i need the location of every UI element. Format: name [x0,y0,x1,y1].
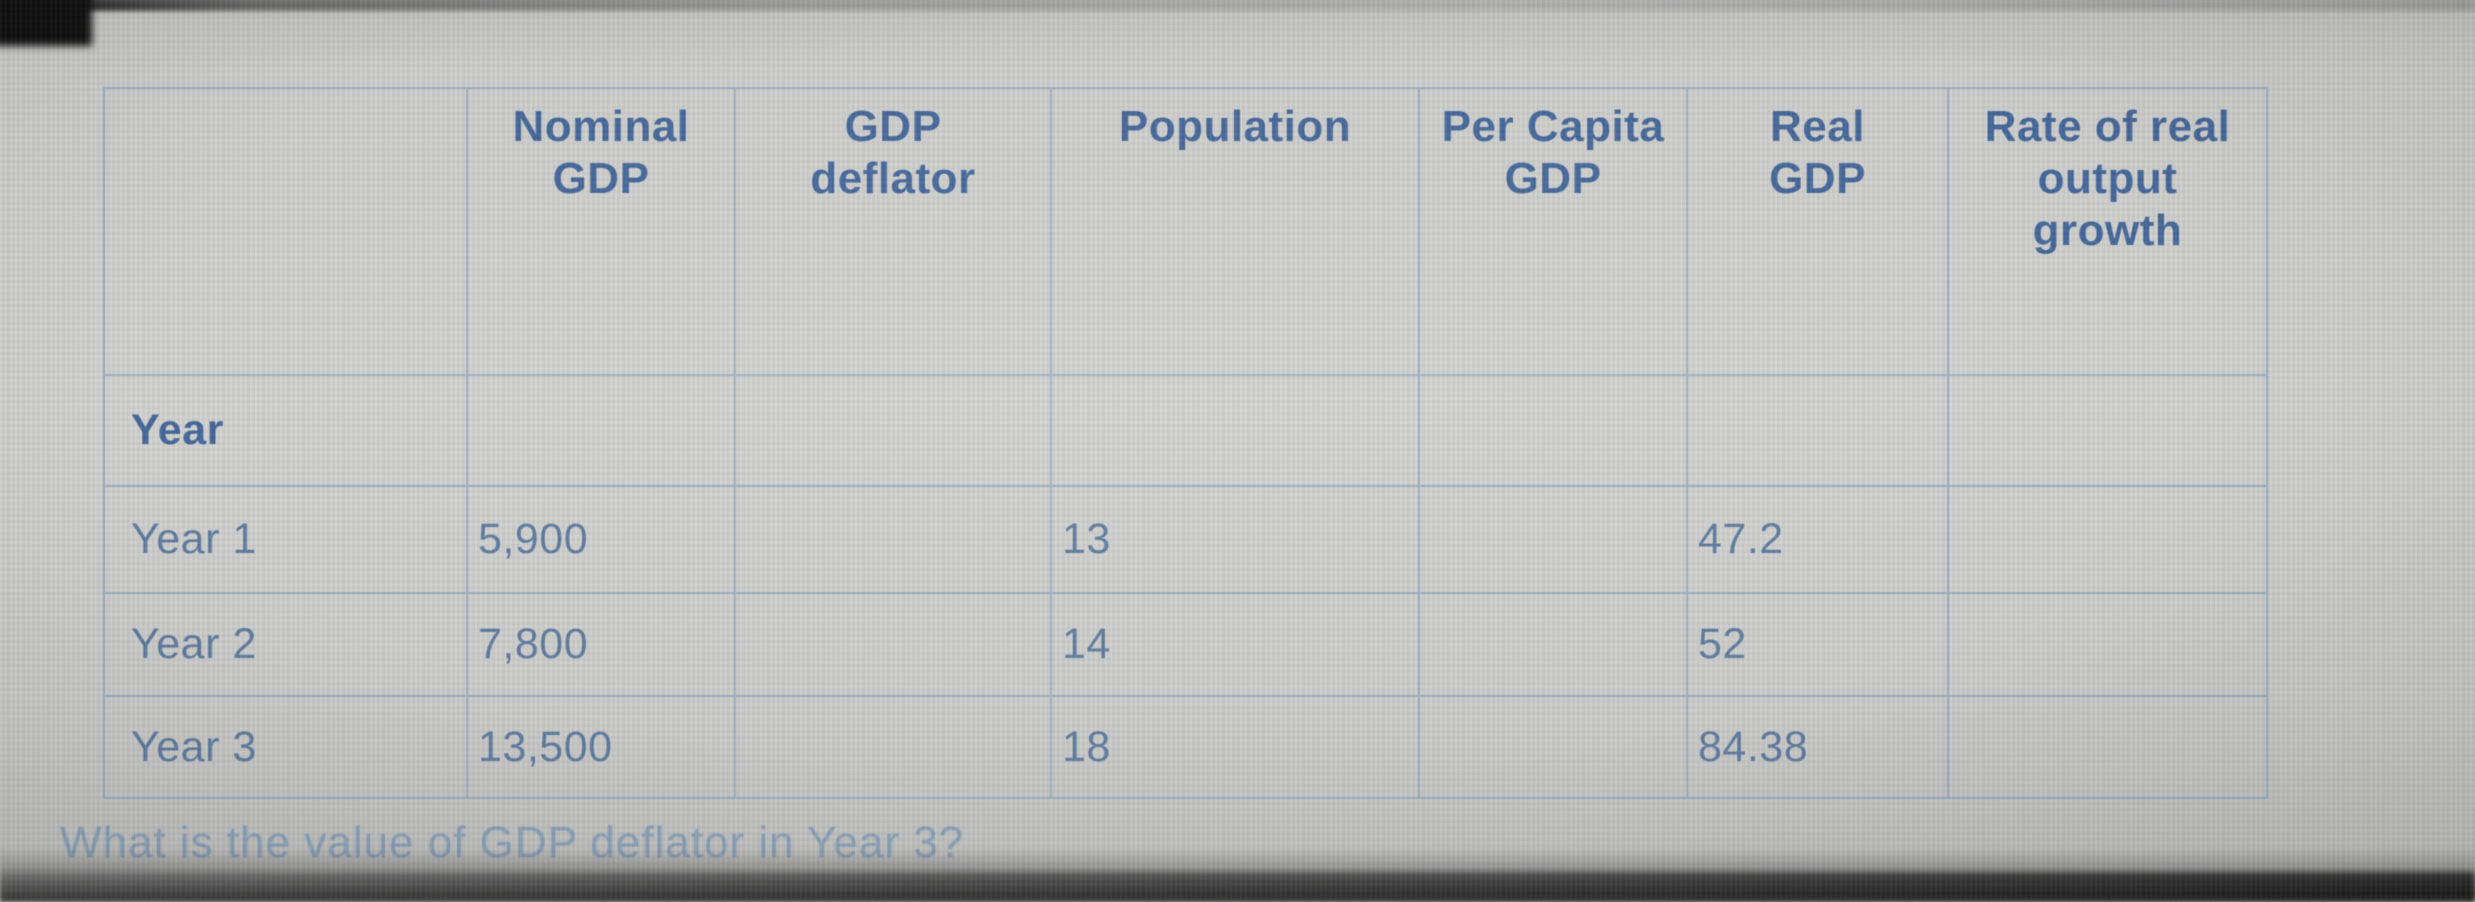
row-label-year-2: Year 2 [103,592,468,697]
table-row-year: Year [103,374,2268,487]
column-header-real-gdp: Real GDP [1686,87,1949,376]
cell-year-gdp-deflator [734,374,1052,487]
row-label-year: Year [103,374,468,487]
column-header-empty [103,87,468,376]
cell-year1-rate-of-growth [1947,485,2268,594]
cell-year1-nominal-gdp: 5,900 [466,485,736,594]
gdp-table: Nominal GDP GDP deflator Population Per … [103,87,2268,799]
column-header-rate-of-real-output-growth: Rate of real output growth [1947,87,2268,376]
cell-year3-per-capita-gdp [1418,695,1688,799]
cell-year-per-capita-gdp [1418,374,1688,487]
cell-year-rate-of-growth [1947,374,2268,487]
column-header-population: Population [1050,87,1420,376]
cell-year2-gdp-deflator [734,592,1052,697]
cell-year1-population: 13 [1050,485,1420,594]
cell-year3-rate-of-growth [1947,695,2268,799]
cell-year-real-gdp [1686,374,1949,487]
cell-year2-per-capita-gdp [1418,592,1688,697]
row-label-year-3: Year 3 [103,695,468,799]
cell-year3-nominal-gdp: 13,500 [466,695,736,799]
column-header-per-capita-gdp: Per Capita GDP [1418,87,1688,376]
table-row-year-3: Year 3 13,500 18 84.38 [103,695,2268,799]
cell-year2-population: 14 [1050,592,1420,697]
cell-year2-rate-of-growth [1947,592,2268,697]
row-label-year-1: Year 1 [103,485,468,594]
table-row-year-2: Year 2 7,800 14 52 [103,592,2268,697]
table-row-year-1: Year 1 5,900 13 47.2 [103,485,2268,594]
cell-year1-gdp-deflator [734,485,1052,594]
cell-year2-real-gdp: 52 [1686,592,1949,697]
cell-year-nominal-gdp [466,374,736,487]
cell-year1-per-capita-gdp [1418,485,1688,594]
question-text: What is the value of GDP deflator in Yea… [60,818,965,867]
cell-year3-real-gdp: 84.38 [1686,695,1949,799]
cell-year3-gdp-deflator [734,695,1052,799]
table-header-row: Nominal GDP GDP deflator Population Per … [103,87,2268,376]
cell-year1-real-gdp: 47.2 [1686,485,1949,594]
cell-year-population [1050,374,1420,487]
column-header-gdp-deflator: GDP deflator [734,87,1052,376]
cell-year2-nominal-gdp: 7,800 [466,592,736,697]
column-header-nominal-gdp: Nominal GDP [466,87,736,376]
cell-year3-population: 18 [1050,695,1420,799]
